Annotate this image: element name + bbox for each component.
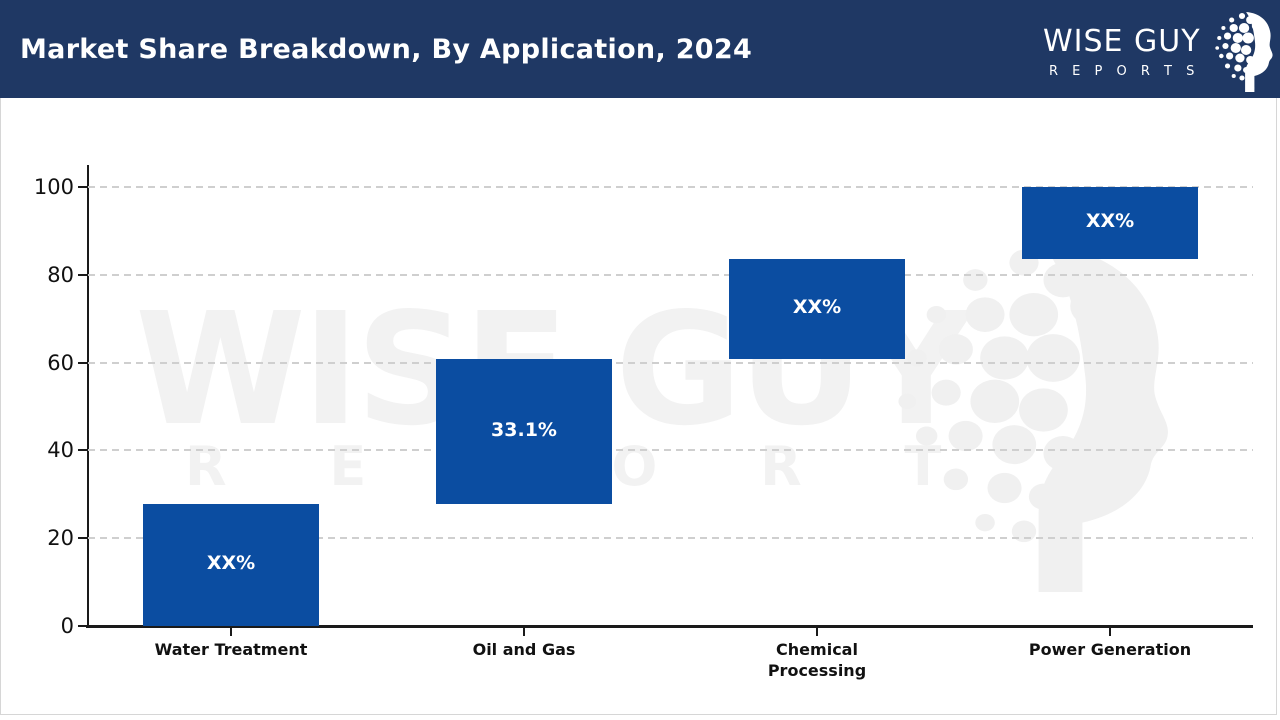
y-tick-label: 80 (47, 262, 74, 287)
gridline-100 (88, 186, 1253, 188)
brand-logo-head-icon (1215, 12, 1273, 92)
brand-logo: WISE GUY R E P O R T S (1035, 6, 1275, 94)
x-category-label: Chemical Processing (767, 640, 867, 680)
gridline-20 (88, 537, 1253, 540)
y-tick-label: 20 (47, 526, 74, 551)
bar-value-label: XX% (1085, 209, 1135, 232)
y-tick-mark (78, 273, 87, 276)
x-category-label: Power Generation (1028, 640, 1192, 659)
bar-value-label: XX% (206, 552, 256, 575)
header-bar: Market Share Breakdown, By Application, … (0, 0, 1280, 98)
watermark-text-line2: R E P O R T S (185, 435, 1126, 498)
x-tick-mark (230, 628, 232, 636)
y-tick-mark (78, 625, 87, 627)
y-tick-mark (78, 537, 87, 540)
y-axis-line (87, 165, 89, 628)
brand-logo-name: WISE GUY (1043, 24, 1201, 59)
bar-segment (729, 258, 905, 360)
watermark-head-icon (898, 245, 1168, 592)
gridline-40 (88, 449, 1253, 452)
y-tick-mark (78, 449, 87, 452)
gridline-80 (88, 273, 1253, 276)
y-tick-label: 60 (47, 350, 74, 375)
bar-segment (143, 504, 319, 626)
page-border-left (0, 98, 1, 715)
page-title: Market Share Breakdown, By Application, … (20, 34, 753, 65)
x-tick-mark (1109, 628, 1111, 636)
y-tick-mark (78, 361, 87, 364)
gridline-60 (88, 361, 1253, 364)
page-border-bottom (0, 714, 1277, 715)
bar-segment (1022, 187, 1198, 259)
x-category-label: Oil and Gas (472, 640, 576, 659)
x-tick-mark (816, 628, 818, 636)
page-border-right (1276, 98, 1277, 715)
bar-segment (436, 359, 612, 505)
x-axis-line (86, 625, 1253, 628)
brand-logo-tagline: R E P O R T S (1049, 64, 1200, 79)
x-category-label: Water Treatment (154, 640, 308, 659)
y-tick-label: 100 (33, 175, 74, 199)
y-tick-label: 0 (60, 614, 74, 638)
y-tick-mark (78, 186, 87, 188)
bar-value-label: 33.1% (491, 418, 557, 441)
bar-value-label: XX% (792, 295, 842, 318)
y-tick-label: 40 (47, 438, 74, 463)
x-tick-mark (523, 628, 525, 636)
